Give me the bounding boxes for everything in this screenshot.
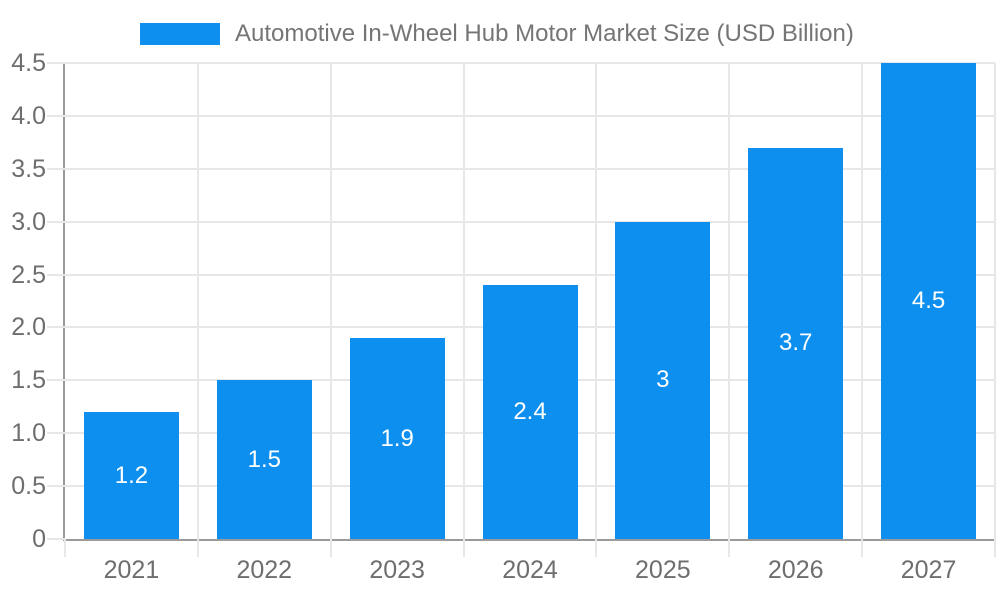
x-tick-label: 2026 bbox=[767, 556, 824, 584]
y-tick-label: 3.0 bbox=[11, 207, 46, 236]
plot-area: 1.2 1.5 1.9 2.4 3 3.7 4.5 bbox=[47, 62, 996, 557]
x-axis-line bbox=[63, 539, 995, 541]
bar-2027[interactable]: 4.5 bbox=[881, 63, 977, 539]
y-tick-label: 2.5 bbox=[11, 260, 46, 289]
bar-2022[interactable]: 1.5 bbox=[216, 380, 312, 539]
h-gridline bbox=[47, 167, 995, 170]
bar-value-label: 2.4 bbox=[513, 398, 547, 426]
x-tick-label: 2022 bbox=[236, 556, 293, 584]
bar-value-label: 1.9 bbox=[380, 424, 414, 452]
bar-value-label: 1.5 bbox=[247, 445, 281, 473]
y-tick-label: 3.5 bbox=[11, 154, 46, 183]
legend-swatch-icon bbox=[140, 23, 220, 45]
h-gridline bbox=[47, 62, 995, 64]
legend-label: Automotive In-Wheel Hub Motor Market Siz… bbox=[235, 20, 854, 47]
v-gridline bbox=[728, 63, 731, 557]
y-axis-line bbox=[63, 63, 65, 541]
x-tick-label: 2024 bbox=[502, 556, 558, 584]
x-tick-label: 2023 bbox=[369, 556, 425, 584]
bar-2026[interactable]: 3.7 bbox=[748, 147, 844, 539]
y-tick-label: 1.5 bbox=[11, 366, 46, 395]
bar-value-label: 3.7 bbox=[779, 329, 813, 357]
v-gridline bbox=[595, 63, 598, 557]
x-tick-label: 2027 bbox=[900, 556, 957, 584]
bar-2021[interactable]: 1.2 bbox=[83, 412, 179, 539]
v-gridline bbox=[462, 63, 465, 557]
y-tick-label: 4.0 bbox=[11, 101, 46, 130]
bar-2025[interactable]: 3 bbox=[615, 221, 711, 539]
v-gridline bbox=[994, 63, 996, 557]
x-tick-label: 2021 bbox=[103, 556, 160, 584]
x-tick-label: 2025 bbox=[635, 556, 691, 584]
y-tick-label: 2.0 bbox=[11, 313, 46, 342]
h-gridline bbox=[47, 114, 995, 117]
bar-value-label: 3 bbox=[656, 366, 670, 394]
y-tick-label: 0.5 bbox=[11, 472, 46, 501]
y-axis-tick bbox=[47, 538, 65, 540]
x-axis-tick bbox=[64, 539, 66, 557]
bar-value-label: 1.2 bbox=[114, 461, 149, 489]
v-gridline bbox=[196, 63, 199, 557]
bar-2024[interactable]: 2.4 bbox=[482, 285, 578, 539]
y-tick-label: 4.5 bbox=[11, 49, 46, 77]
y-tick-label: 0 bbox=[32, 525, 46, 553]
h-gridline bbox=[47, 273, 995, 276]
y-tick-label: 1.0 bbox=[11, 419, 46, 448]
bar-2023[interactable]: 1.9 bbox=[349, 338, 445, 539]
v-gridline bbox=[861, 63, 864, 557]
h-gridline bbox=[47, 220, 995, 223]
bar-value-label: 4.5 bbox=[911, 287, 946, 314]
chart-legend[interactable]: Automotive In-Wheel Hub Motor Market Siz… bbox=[140, 20, 854, 48]
v-gridline bbox=[329, 63, 332, 557]
